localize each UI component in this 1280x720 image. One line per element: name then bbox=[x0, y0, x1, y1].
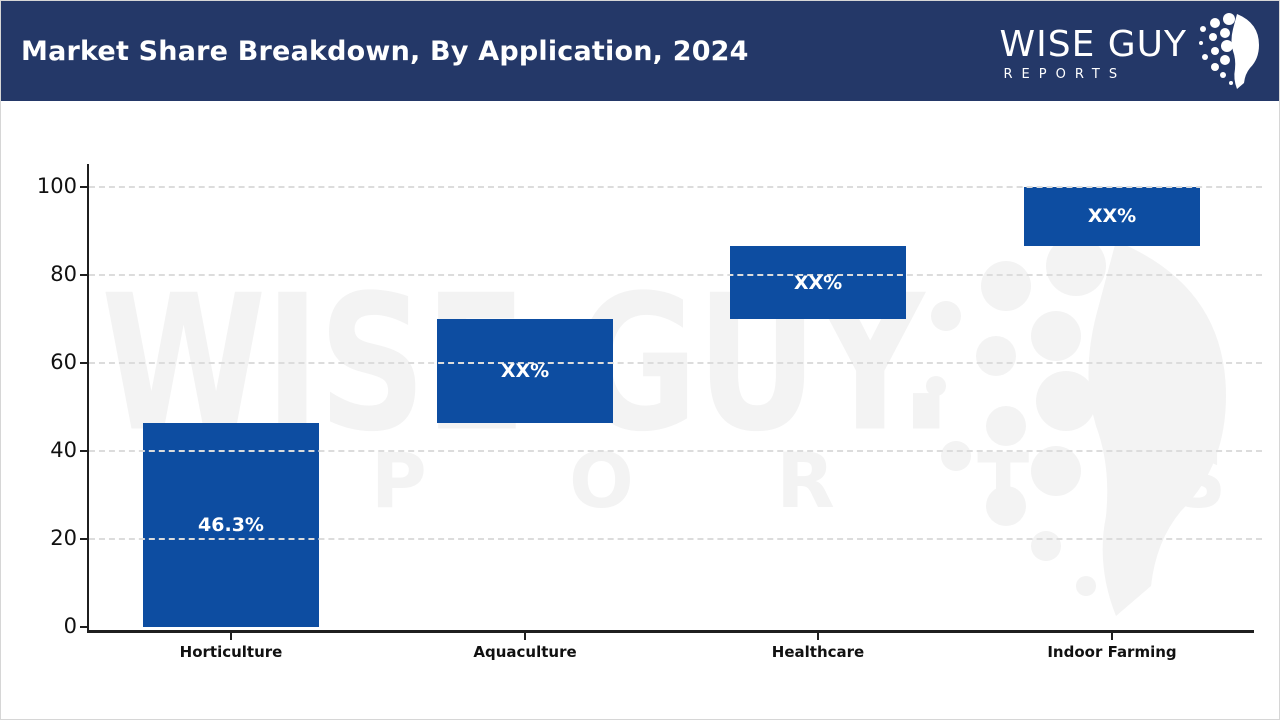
gridline-20 bbox=[89, 538, 1262, 540]
x-tick-mark bbox=[230, 632, 232, 640]
bar-value-label: XX% bbox=[500, 360, 550, 383]
bar-value-label: XX% bbox=[793, 271, 843, 294]
x-tick-mark bbox=[817, 632, 819, 640]
y-tick-mark bbox=[80, 186, 88, 188]
y-tick-mark bbox=[80, 362, 88, 364]
y-axis-spine bbox=[87, 164, 89, 632]
x-axis-spine bbox=[87, 630, 1254, 633]
bar-value-label: 46.3% bbox=[198, 514, 264, 537]
y-tick-mark bbox=[80, 626, 88, 628]
bar-indoor-farming bbox=[1024, 186, 1200, 247]
brand-logo-text: WISE GUY REPORTS bbox=[999, 23, 1188, 82]
chart-title: Market Share Breakdown, By Application, … bbox=[21, 35, 749, 67]
x-tick-label-aquaculture: Aquaculture bbox=[473, 643, 577, 661]
bar-healthcare bbox=[730, 246, 906, 320]
y-tick-mark bbox=[80, 538, 88, 540]
y-tick-label: 20 bbox=[50, 526, 77, 550]
gridline-100 bbox=[89, 186, 1262, 188]
x-tick-label-healthcare: Healthcare bbox=[771, 643, 865, 661]
gridline-80 bbox=[89, 274, 1262, 276]
y-tick-mark bbox=[80, 450, 88, 452]
header-bar: Market Share Breakdown, By Application, … bbox=[1, 1, 1279, 101]
x-tick-mark bbox=[524, 632, 526, 640]
y-tick-mark bbox=[80, 274, 88, 276]
brand-logo: WISE GUY REPORTS bbox=[1000, 11, 1266, 95]
gridline-40 bbox=[89, 450, 1262, 452]
watermark-face-icon bbox=[881, 226, 1271, 630]
bar-aquaculture bbox=[437, 319, 613, 424]
y-tick-label: 80 bbox=[50, 262, 77, 286]
y-tick-label: 60 bbox=[50, 350, 77, 374]
bar-horticulture bbox=[143, 423, 319, 627]
x-tick-mark bbox=[1111, 632, 1113, 640]
y-tick-label: 0 bbox=[63, 614, 77, 638]
y-tick-label: 100 bbox=[36, 174, 77, 198]
brand-subtitle: REPORTS bbox=[1003, 66, 1127, 82]
x-tick-label-indoor-farming: Indoor Farming bbox=[1047, 643, 1177, 661]
bar-value-label: XX% bbox=[1087, 205, 1137, 228]
y-tick-label: 40 bbox=[50, 438, 77, 462]
brand-face-icon bbox=[1193, 11, 1265, 95]
x-tick-label-horticulture: Horticulture bbox=[179, 643, 283, 661]
brand-name: WISE GUY bbox=[999, 23, 1187, 65]
gridline-60 bbox=[89, 362, 1262, 364]
